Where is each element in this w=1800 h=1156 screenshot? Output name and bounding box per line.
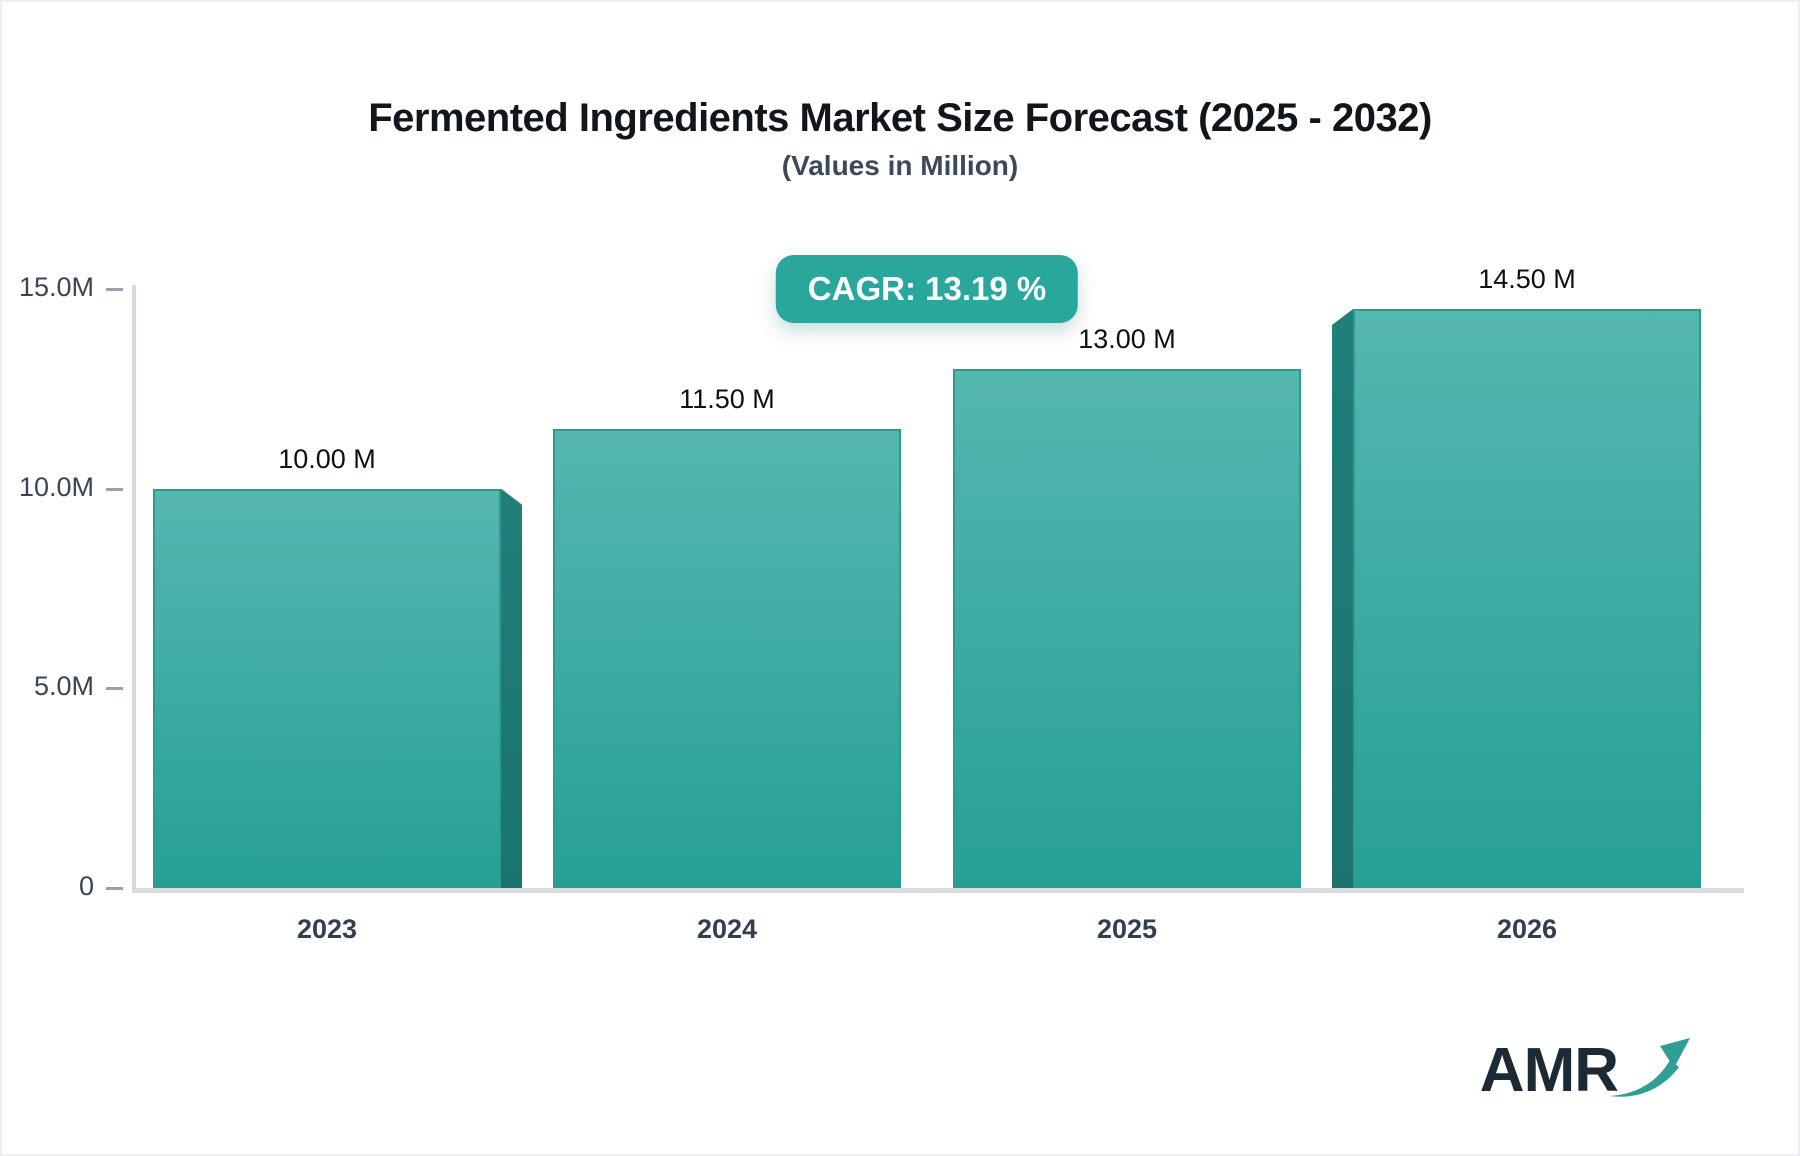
amr-logo: AMR	[1480, 1034, 1694, 1102]
amr-logo-text: AMR	[1479, 1036, 1619, 1105]
y-axis-tick-mark	[106, 687, 123, 691]
y-axis-tick-label: 5.0M	[33, 671, 94, 702]
y-axis-tick-label: 15.0M	[18, 272, 94, 302]
bar-value-label: 13.00 M	[1078, 323, 1176, 354]
y-axis-line	[132, 285, 136, 888]
bar-3d-edge	[1332, 308, 1353, 888]
x-axis-line	[132, 888, 1744, 893]
bar	[553, 428, 901, 888]
bar	[1353, 308, 1701, 888]
bar-value-label: 10.00 M	[278, 443, 376, 474]
x-axis-category-label: 2023	[296, 914, 358, 944]
bar	[153, 488, 501, 888]
y-axis-tick-label: 0	[78, 871, 94, 901]
bar-value-label: 11.50 M	[679, 383, 775, 414]
chart-subtitle: (Values in Million)	[781, 150, 1019, 181]
x-axis-category-label: 2026	[1496, 914, 1558, 944]
y-axis-tick-mark	[106, 887, 123, 890]
chart-title: Fermented Ingredients Market Size Foreca…	[368, 96, 1432, 140]
y-axis-tick-mark	[106, 487, 123, 491]
x-axis-category-label: 2024	[696, 914, 758, 944]
x-axis-category-label: 2025	[1096, 914, 1158, 944]
bar-3d-edge	[501, 488, 522, 888]
growth-arrow-icon	[1610, 1038, 1690, 1097]
bar-value-label: 14.50 M	[1478, 263, 1576, 294]
y-axis-tick-mark	[106, 288, 123, 291]
y-axis-tick-label: 10.0M	[18, 471, 94, 502]
cagr-badge: CAGR: 13.19 %	[775, 255, 1079, 323]
bar	[953, 368, 1301, 888]
